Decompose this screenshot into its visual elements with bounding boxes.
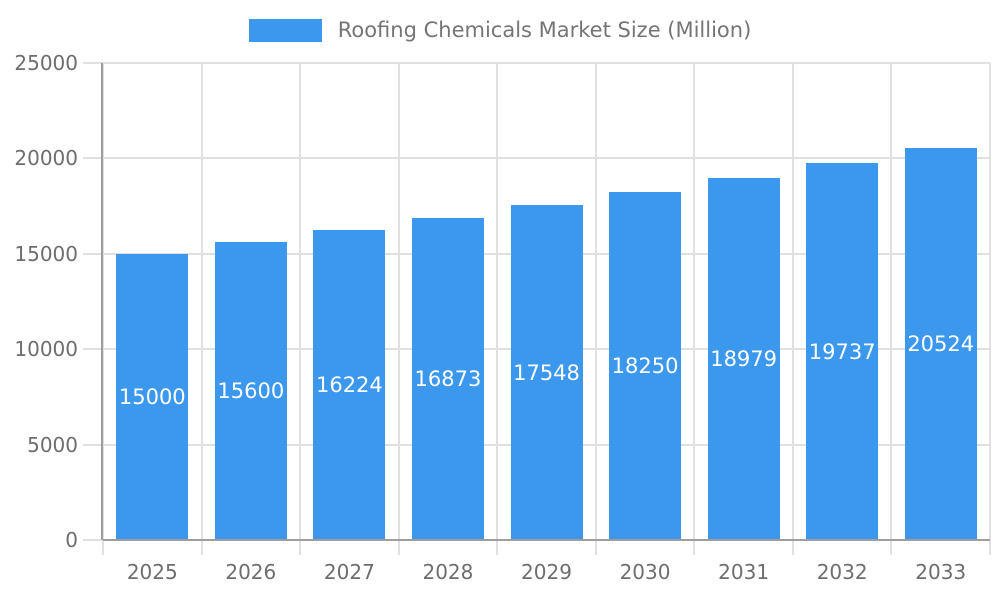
v-gridline <box>200 63 203 555</box>
y-tick-label: 15000 <box>14 241 78 266</box>
bar-2027: 16224 <box>313 230 386 540</box>
y-tick-label: 10000 <box>14 337 78 362</box>
bar-2030: 18250 <box>609 191 682 540</box>
bar-2025: 15000 <box>116 253 189 540</box>
y-tick-label: 25000 <box>14 51 78 75</box>
x-tick-label: 2030 <box>619 560 671 584</box>
bar-value-label: 16224 <box>315 373 383 398</box>
bar-2029: 17548 <box>510 205 583 540</box>
x-tick-label: 2029 <box>521 560 572 584</box>
x-tick-label: 2026 <box>225 560 277 584</box>
bar-value-label: 15000 <box>118 384 186 409</box>
y-tick-label: 0 <box>65 528 78 552</box>
bar-value-label: 20524 <box>907 332 975 357</box>
bar-value-label: 15600 <box>217 379 285 404</box>
bar-value-label: 18979 <box>710 346 778 371</box>
x-axis-line <box>103 539 990 541</box>
v-gridline <box>791 63 794 555</box>
legend-color-swatch <box>248 18 322 42</box>
y-tick-label: 5000 <box>27 432 78 457</box>
v-gridline <box>299 63 302 555</box>
y-axis-line <box>101 63 103 540</box>
bar-value-label: 18250 <box>611 353 679 378</box>
h-gridline <box>83 157 990 160</box>
v-gridline <box>102 63 104 555</box>
bar-2032: 19737 <box>806 163 879 540</box>
v-gridline <box>397 63 400 555</box>
h-gridline <box>83 62 990 64</box>
chart-legend: Roofing Chemicals Market Size (Million) <box>0 18 1000 42</box>
v-gridline <box>989 63 991 555</box>
x-tick-label: 2031 <box>718 560 770 584</box>
v-gridline <box>594 63 597 555</box>
v-gridline <box>890 63 893 555</box>
v-gridline <box>693 63 696 555</box>
bar-2031: 18979 <box>707 177 780 540</box>
y-tick-label: 20000 <box>14 146 78 171</box>
bar-2026: 15600 <box>214 242 287 540</box>
bar-2033: 20524 <box>904 148 977 540</box>
x-tick-label: 2027 <box>323 560 375 584</box>
x-tick-label: 2033 <box>915 560 967 584</box>
bar-value-label: 16873 <box>414 367 482 392</box>
legend-label: Roofing Chemicals Market Size (Million) <box>337 18 752 42</box>
bar-value-label: 19737 <box>808 339 876 364</box>
x-tick-label: 2025 <box>126 560 178 584</box>
x-tick-label: 2028 <box>422 560 474 584</box>
x-tick-label: 2032 <box>816 560 868 584</box>
bar-value-label: 17548 <box>513 360 580 385</box>
v-gridline <box>496 63 499 555</box>
bar-2028: 16873 <box>411 218 484 540</box>
